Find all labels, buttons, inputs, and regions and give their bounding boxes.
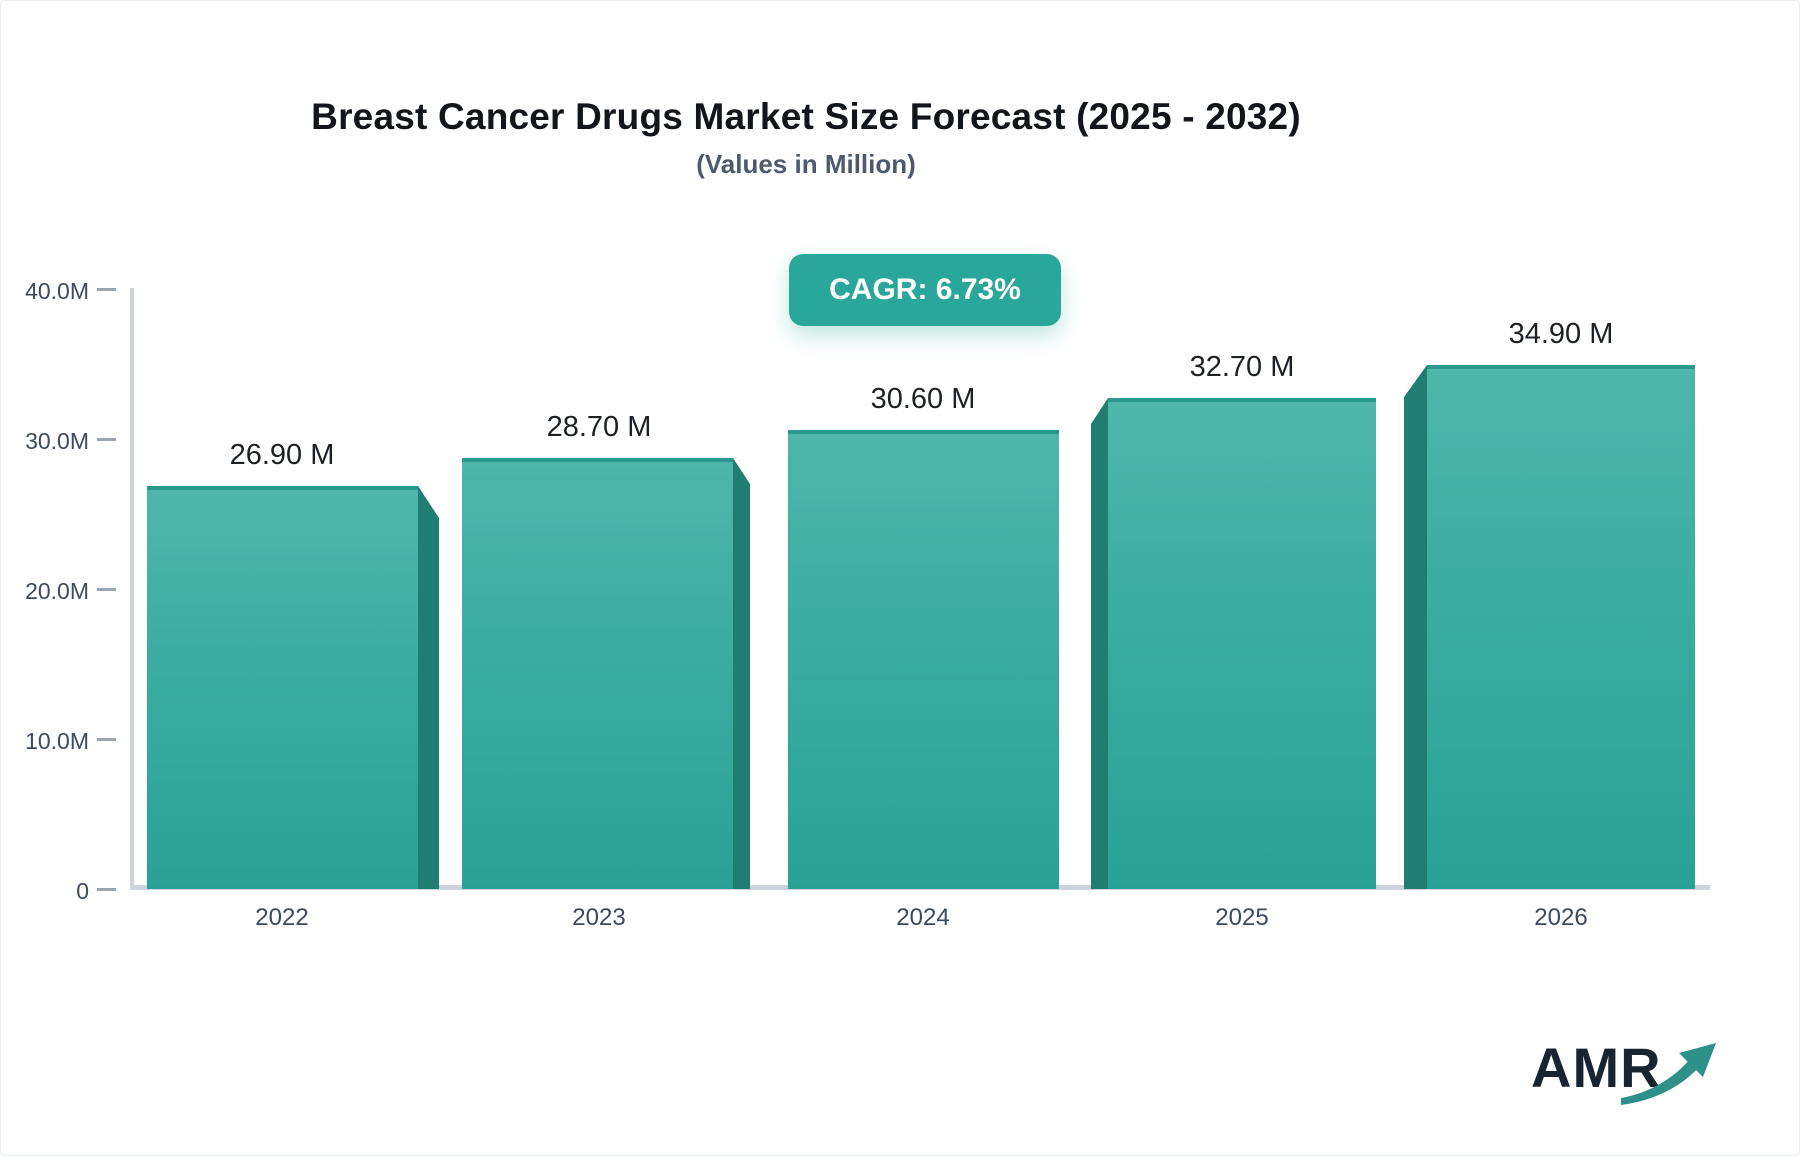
bar-2026-side <box>1404 365 1427 889</box>
cagr-badge: CAGR: 6.73% <box>789 254 1061 326</box>
chart-title: Breast Cancer Drugs Market Size Forecast… <box>311 96 1301 137</box>
y-tick-mark <box>97 588 116 591</box>
y-tick-label-30m: 30.0M <box>25 428 89 454</box>
y-tick-label-10m: 10.0M <box>25 728 89 754</box>
bar-value-label: 28.70 M <box>546 411 652 443</box>
bar-value-label: 34.90 M <box>1508 318 1614 350</box>
bar-value-label: 32.70 M <box>1189 351 1295 383</box>
bar-value-label: 26.90 M <box>229 439 335 471</box>
y-tick-label-20m: 20.0M <box>25 578 89 604</box>
bar-2025 <box>1108 398 1376 889</box>
bar-2023 <box>462 458 733 889</box>
x-tick-label-2022: 2022 <box>255 904 309 931</box>
bar-2023-side <box>733 458 750 889</box>
y-tick-mark <box>97 888 116 891</box>
bar-2022-side <box>418 486 439 889</box>
bar-2026 <box>1427 365 1695 889</box>
x-tick-label-2023: 2023 <box>572 904 626 931</box>
chart-subtitle: (Values in Million) <box>696 149 916 179</box>
y-tick-mark <box>97 738 116 741</box>
x-tick-label-2025: 2025 <box>1215 904 1269 931</box>
amr-logo-text: AMR <box>1531 1036 1662 1099</box>
growth-arrow-icon <box>1621 1043 1716 1105</box>
bar-value-label: 30.60 M <box>870 383 976 415</box>
amr-logo: AMR <box>1531 1035 1721 1115</box>
x-tick-label-2024: 2024 <box>896 904 950 931</box>
y-axis-line <box>130 288 134 885</box>
y-tick-mark <box>97 288 116 291</box>
bar-2022 <box>147 486 418 889</box>
y-tick-label-40m: 40.0M <box>25 278 89 304</box>
y-tick-mark <box>97 438 116 441</box>
x-tick-label-2026: 2026 <box>1534 904 1588 931</box>
bar-2024 <box>788 430 1059 889</box>
y-tick-label-0: 0 <box>76 878 89 904</box>
bar-2025-side <box>1091 398 1108 889</box>
